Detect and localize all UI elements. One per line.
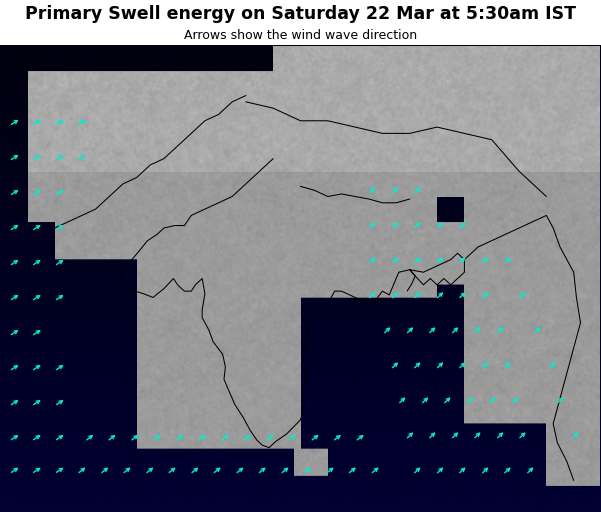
Text: Arrows show the wind wave direction: Arrows show the wind wave direction <box>184 29 417 41</box>
Text: Primary Swell energy on Saturday 22 Mar at 5:30am IST: Primary Swell energy on Saturday 22 Mar … <box>25 5 576 23</box>
